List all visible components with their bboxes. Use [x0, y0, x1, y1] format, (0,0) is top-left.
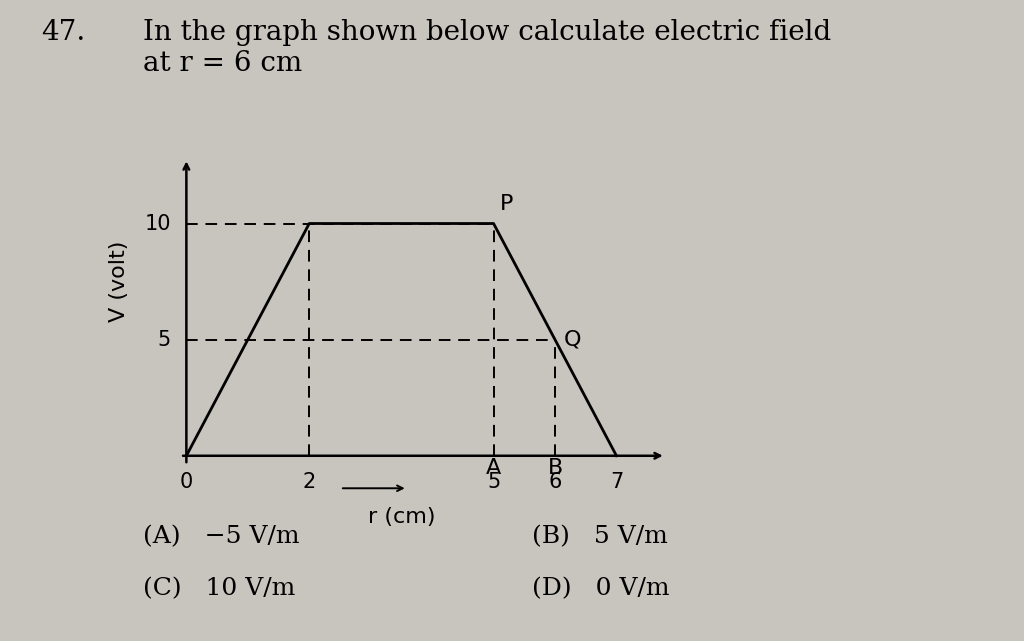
Text: 6: 6	[548, 472, 562, 492]
Text: A: A	[486, 458, 501, 478]
Text: 47.: 47.	[41, 19, 85, 46]
Text: V (volt): V (volt)	[109, 241, 129, 322]
Text: P: P	[500, 194, 513, 214]
Text: 2: 2	[303, 472, 315, 492]
Text: r (cm): r (cm)	[368, 507, 435, 527]
Text: 10: 10	[144, 213, 171, 233]
Text: 5: 5	[158, 329, 171, 349]
Text: In the graph shown below calculate electric field
at r = 6 cm: In the graph shown below calculate elect…	[143, 19, 831, 78]
Text: (B)   5 V/m: (B) 5 V/m	[532, 526, 669, 549]
Text: 0: 0	[180, 472, 193, 492]
Text: 7: 7	[610, 472, 623, 492]
Text: (A)   −5 V/m: (A) −5 V/m	[143, 526, 300, 549]
Text: Q: Q	[564, 329, 582, 349]
Text: (D)   0 V/m: (D) 0 V/m	[532, 577, 670, 600]
Text: B: B	[548, 458, 562, 478]
Text: (C)   10 V/m: (C) 10 V/m	[143, 577, 296, 600]
Text: 5: 5	[487, 472, 500, 492]
